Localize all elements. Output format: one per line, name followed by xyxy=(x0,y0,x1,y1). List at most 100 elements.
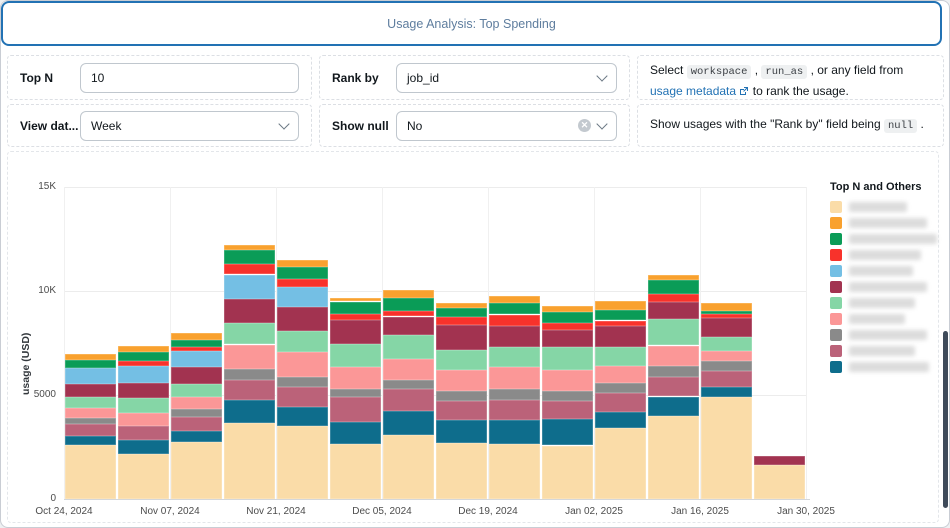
legend-item[interactable] xyxy=(830,359,938,375)
bar-segment[interactable] xyxy=(595,320,646,326)
bar-segment[interactable] xyxy=(489,444,540,499)
bar-segment[interactable] xyxy=(277,260,328,267)
bar-segment[interactable] xyxy=(436,317,487,325)
bar-segment[interactable] xyxy=(224,369,275,380)
bar-segment[interactable] xyxy=(595,393,646,413)
bar-segment[interactable] xyxy=(595,309,646,321)
bar-segment[interactable] xyxy=(330,313,381,320)
bar-segment[interactable] xyxy=(171,409,222,418)
bar-segment[interactable] xyxy=(648,302,699,319)
bar-segment[interactable] xyxy=(648,293,699,303)
bar-segment[interactable] xyxy=(277,407,328,426)
bar-segment[interactable] xyxy=(65,408,116,418)
bar-segment[interactable] xyxy=(595,365,646,384)
bar-segment[interactable] xyxy=(65,359,116,369)
bar-segment[interactable] xyxy=(542,445,593,499)
bar-segment[interactable] xyxy=(224,263,275,275)
bar-segment[interactable] xyxy=(489,399,540,420)
bar-segment[interactable] xyxy=(595,347,646,366)
bar-segment[interactable] xyxy=(383,334,434,359)
bar-segment[interactable] xyxy=(542,391,593,401)
bar-segment[interactable] xyxy=(118,413,169,427)
bar-segment[interactable] xyxy=(436,369,487,392)
bar-segment[interactable] xyxy=(277,377,328,388)
bar-segment[interactable] xyxy=(436,303,487,309)
legend-item[interactable] xyxy=(830,311,938,327)
bar-segment[interactable] xyxy=(648,396,699,416)
bar-segment[interactable] xyxy=(701,318,752,338)
bar-segment[interactable] xyxy=(330,389,381,398)
bar-segment[interactable] xyxy=(171,417,222,431)
bar-segment[interactable] xyxy=(489,389,540,400)
bar-segment[interactable] xyxy=(542,305,593,313)
bar-segment[interactable] xyxy=(277,352,328,378)
bar-segment[interactable] xyxy=(330,319,381,344)
bar-segment[interactable] xyxy=(489,314,540,326)
bar-segment[interactable] xyxy=(224,380,275,400)
bar-segment[interactable] xyxy=(754,456,805,465)
bar-segment[interactable] xyxy=(330,444,381,499)
bar-segment[interactable] xyxy=(436,308,487,318)
bar-segment[interactable] xyxy=(701,303,752,312)
bar-segment[interactable] xyxy=(383,389,434,411)
bar-segment[interactable] xyxy=(383,311,434,317)
bar-segment[interactable] xyxy=(118,426,169,440)
rank-by-select[interactable]: job_id xyxy=(396,62,617,93)
bar-segment[interactable] xyxy=(595,383,646,394)
bar-segment[interactable] xyxy=(224,245,275,250)
bar-segment[interactable] xyxy=(542,369,593,392)
bar-segment[interactable] xyxy=(171,384,222,397)
clear-icon[interactable]: ✕ xyxy=(578,119,591,132)
bar-segment[interactable] xyxy=(648,365,699,378)
top-n-input[interactable]: 10 xyxy=(80,62,299,93)
bar-segment[interactable] xyxy=(595,412,646,429)
bar-segment[interactable] xyxy=(383,316,434,335)
bar-segment[interactable] xyxy=(330,367,381,389)
bar-segment[interactable] xyxy=(648,275,699,280)
bar-segment[interactable] xyxy=(171,396,222,410)
bar-segment[interactable] xyxy=(118,361,169,366)
scrollbar-thumb[interactable] xyxy=(943,331,948,508)
bar-segment[interactable] xyxy=(330,422,381,444)
bar-segment[interactable] xyxy=(701,337,752,352)
bar-segment[interactable] xyxy=(65,418,116,424)
legend-item[interactable] xyxy=(830,279,938,295)
bar-segment[interactable] xyxy=(383,434,434,499)
bar-segment[interactable] xyxy=(383,298,434,312)
bar-segment[interactable] xyxy=(171,339,222,348)
bar-segment[interactable] xyxy=(383,358,434,380)
bar-segment[interactable] xyxy=(595,325,646,348)
bar-segment[interactable] xyxy=(171,367,222,384)
bar-segment[interactable] xyxy=(330,343,381,368)
bar-segment[interactable] xyxy=(436,324,487,350)
bar-segment[interactable] xyxy=(648,345,699,366)
bar-segment[interactable] xyxy=(277,266,328,280)
bar-segment[interactable] xyxy=(436,350,487,370)
bar-segment[interactable] xyxy=(224,274,275,299)
legend-item[interactable] xyxy=(830,247,938,263)
bar-segment[interactable] xyxy=(754,465,805,499)
bar-segment[interactable] xyxy=(542,312,593,324)
bar-segment[interactable] xyxy=(171,347,222,351)
view-data-select[interactable]: Week xyxy=(80,110,299,141)
legend-item[interactable] xyxy=(830,199,938,215)
bar-segment[interactable] xyxy=(701,360,752,372)
bar-segment[interactable] xyxy=(65,424,116,437)
bar-segment[interactable] xyxy=(65,444,116,499)
legend-item[interactable] xyxy=(830,327,938,343)
bar-segment[interactable] xyxy=(277,331,328,353)
bar-segment[interactable] xyxy=(542,330,593,348)
show-null-select[interactable]: No ✕ xyxy=(396,110,617,141)
bar-segment[interactable] xyxy=(489,347,540,368)
bar-segment[interactable] xyxy=(277,425,328,499)
bar-segment[interactable] xyxy=(65,353,116,360)
bar-segment[interactable] xyxy=(330,298,381,302)
bar-segment[interactable] xyxy=(118,365,169,383)
bar-segment[interactable] xyxy=(277,279,328,287)
bar-segment[interactable] xyxy=(701,397,752,499)
legend-item[interactable] xyxy=(830,231,938,247)
bar-segment[interactable] xyxy=(648,377,699,397)
bar-segment[interactable] xyxy=(701,311,752,314)
bar-segment[interactable] xyxy=(224,249,275,264)
bar-segment[interactable] xyxy=(383,379,434,389)
